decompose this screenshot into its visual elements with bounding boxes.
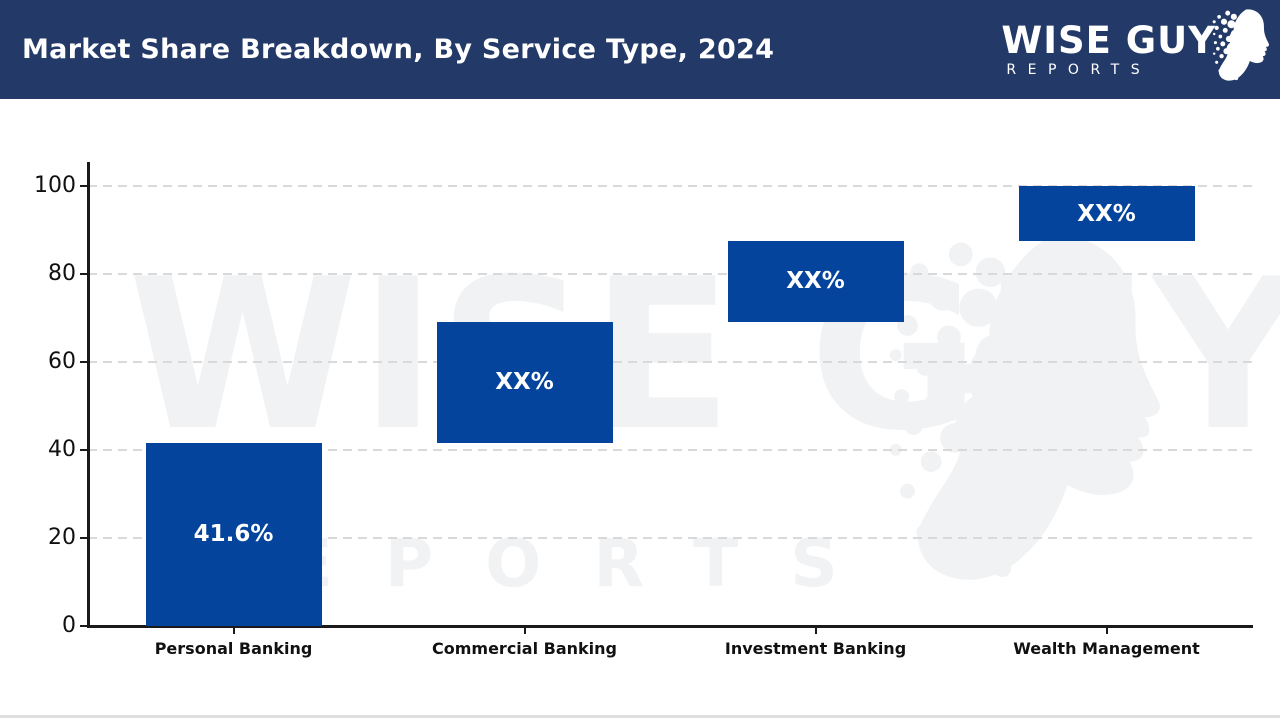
y-axis-tick [80, 273, 88, 275]
y-tick-label: 80 [48, 261, 76, 286]
x-axis-line [87, 625, 1253, 628]
bar-value-label: XX% [786, 268, 845, 295]
y-tick-label: 60 [48, 349, 76, 374]
x-axis-tick [1105, 626, 1108, 634]
bar-wealth-management: XX% [1018, 186, 1195, 241]
x-axis-tick [523, 626, 526, 634]
y-axis-tick [80, 361, 88, 363]
bar-personal-banking: 41.6% [145, 442, 322, 626]
logo-reports-label: REPORTS [1006, 61, 1152, 78]
logo-wiseguy-label: WISE GUY [1001, 18, 1216, 62]
x-category-label: Commercial Banking [432, 639, 617, 658]
header-bar: Market Share Breakdown, By Service Type,… [0, 0, 1280, 99]
gridline [88, 185, 1252, 187]
page-title: Market Share Breakdown, By Service Type,… [22, 34, 775, 65]
x-category-label: Personal Banking [154, 639, 313, 658]
y-tick-label: 0 [62, 613, 76, 638]
y-axis-tick [80, 625, 88, 627]
bar-value-label: XX% [1077, 200, 1136, 227]
x-category-label: Investment Banking [724, 639, 907, 658]
bar-investment-banking: XX% [727, 241, 904, 322]
bar-commercial-banking: XX% [436, 321, 613, 443]
gridline [88, 537, 1252, 539]
y-tick-label: 40 [48, 437, 76, 462]
wiseguy-head-logo-icon [1212, 8, 1270, 81]
wiseguy-logo-text: WISE GUY REPORTS [1001, 22, 1216, 78]
x-axis-tick [232, 626, 235, 634]
gridline [88, 449, 1252, 451]
y-tick-label: 100 [34, 173, 76, 198]
y-tick-label: 20 [48, 525, 76, 550]
bottom-divider [0, 715, 1280, 718]
x-category-label: Wealth Management [1013, 639, 1200, 658]
y-axis-line [87, 162, 90, 628]
wiseguy-logo: WISE GUY REPORTS [1001, 5, 1272, 94]
x-axis-tick [814, 626, 817, 634]
gridline [88, 361, 1252, 363]
y-axis-tick [80, 185, 88, 187]
bar-value-label: XX% [495, 369, 554, 396]
y-axis-tick [80, 449, 88, 451]
bar-value-label: 41.6% [193, 521, 274, 548]
gridline [88, 273, 1252, 275]
y-axis-tick [80, 537, 88, 539]
